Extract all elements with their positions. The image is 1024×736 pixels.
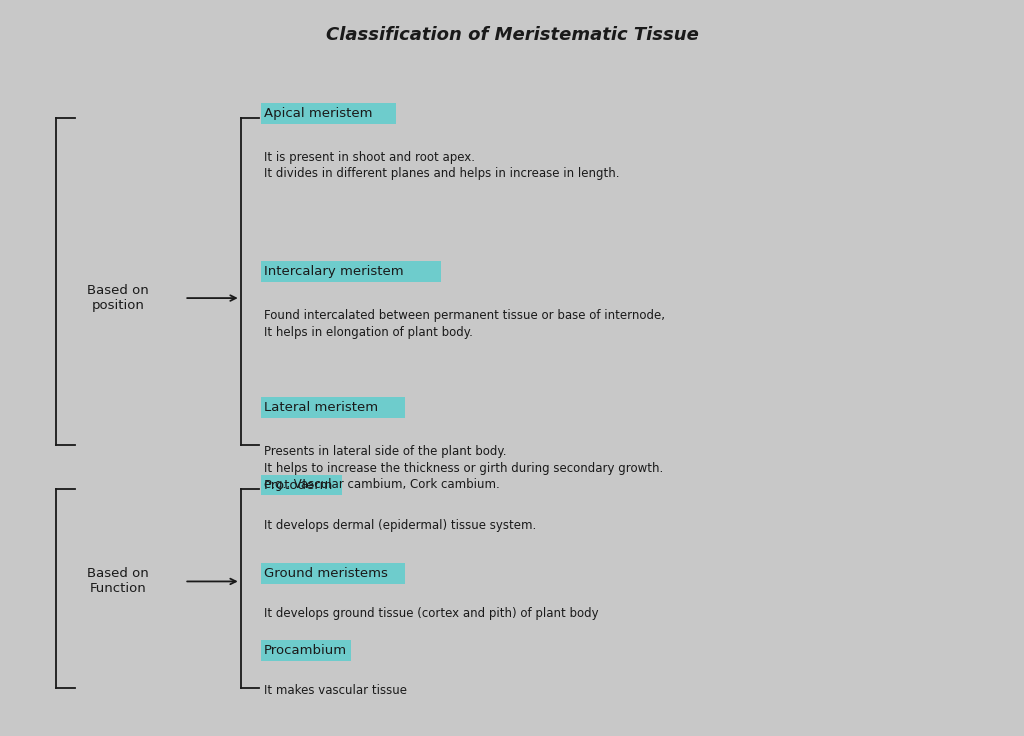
Text: It is present in shoot and root apex.
It divides in different planes and helps i: It is present in shoot and root apex. It… xyxy=(264,151,620,180)
Text: Intercalary meristem: Intercalary meristem xyxy=(264,265,403,278)
Text: Found intercalated between permanent tissue or base of internode,
It helps in el: Found intercalated between permanent tis… xyxy=(264,309,666,339)
Text: Based on
Function: Based on Function xyxy=(87,567,148,595)
Text: Protoderm: Protoderm xyxy=(264,478,334,492)
Text: Ground meristems: Ground meristems xyxy=(264,567,388,580)
Text: Procambium: Procambium xyxy=(264,644,347,657)
FancyBboxPatch shape xyxy=(261,397,406,418)
FancyBboxPatch shape xyxy=(261,103,396,124)
Text: Lateral meristem: Lateral meristem xyxy=(264,401,378,414)
Text: It makes vascular tissue: It makes vascular tissue xyxy=(264,684,408,698)
Text: It develops dermal (epidermal) tissue system.: It develops dermal (epidermal) tissue sy… xyxy=(264,519,537,532)
FancyBboxPatch shape xyxy=(261,640,351,661)
FancyBboxPatch shape xyxy=(261,475,342,495)
Text: It develops ground tissue (cortex and pith) of plant body: It develops ground tissue (cortex and pi… xyxy=(264,607,599,620)
Text: Apical meristem: Apical meristem xyxy=(264,107,373,120)
FancyBboxPatch shape xyxy=(261,563,406,584)
Text: Based on
position: Based on position xyxy=(87,284,148,312)
Text: Presents in lateral side of the plant body.
It helps to increase the thickness o: Presents in lateral side of the plant bo… xyxy=(264,445,664,492)
Text: Classification of Meristematic Tissue: Classification of Meristematic Tissue xyxy=(326,26,698,43)
FancyBboxPatch shape xyxy=(261,261,441,282)
